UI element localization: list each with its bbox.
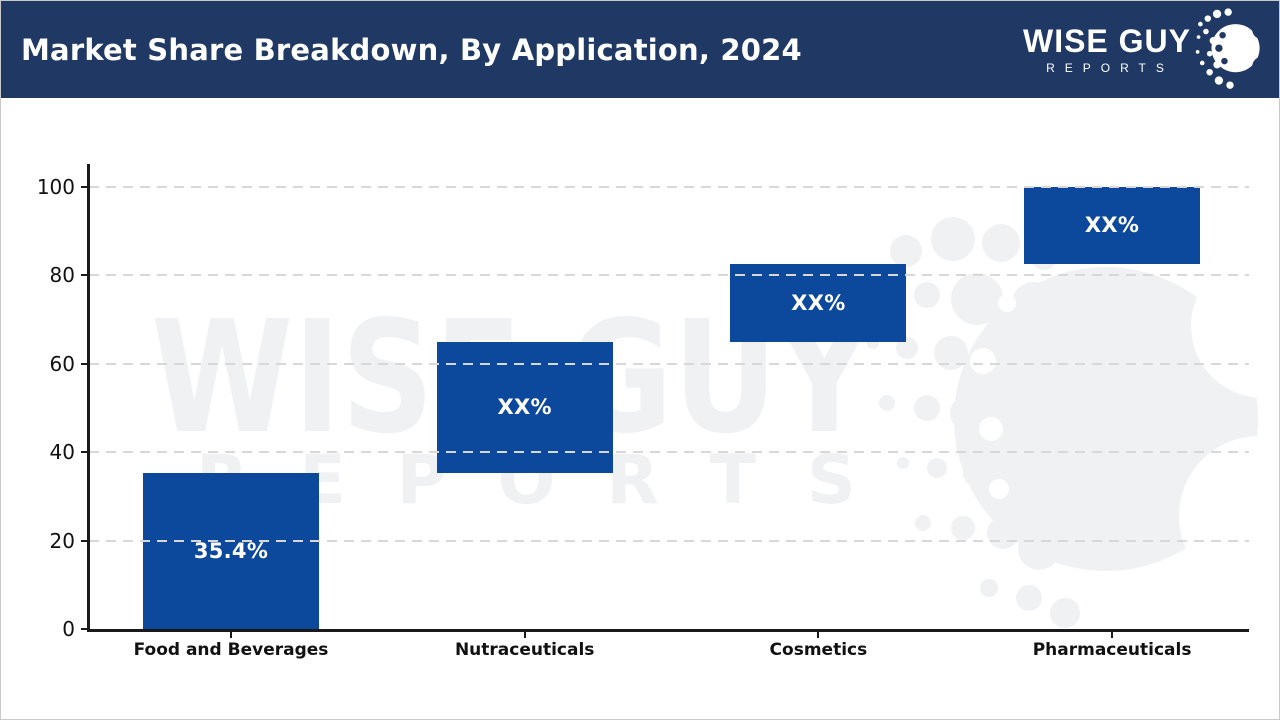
x-axis-line — [87, 629, 1249, 632]
logo-wordmark: WISE GUY — [1022, 22, 1191, 59]
y-tick-label: 60 — [49, 351, 75, 376]
bar-pharmaceuticals: XX% — [1024, 187, 1201, 264]
y-tick-label: 20 — [49, 528, 75, 553]
y-tick-mark — [81, 451, 89, 454]
x-category-label: Pharmaceuticals — [1032, 640, 1192, 660]
y-tick-mark — [81, 539, 89, 542]
x-category-label: Cosmetics — [769, 640, 868, 660]
gridline-y-60 — [89, 362, 1249, 365]
logo-subtitle: REPORTS — [1046, 60, 1174, 75]
bar-value-label: XX% — [1084, 213, 1140, 238]
bar-food-and-beverages: 35.4% — [143, 472, 319, 629]
gridline-y-80 — [89, 274, 1249, 277]
y-tick-mark — [81, 186, 89, 188]
y-tick-mark — [81, 274, 89, 277]
y-tick-label: 80 — [49, 263, 75, 288]
y-tick-mark — [81, 628, 89, 630]
bar-cosmetics: XX% — [730, 263, 907, 342]
gridline-y-100 — [89, 186, 1249, 188]
gridline-y-40 — [89, 451, 1249, 454]
x-category-label: Food and Beverages — [133, 640, 329, 660]
logo-face-icon — [1195, 7, 1267, 94]
y-axis-line — [87, 164, 90, 631]
y-tick-label: 0 — [62, 617, 75, 641]
x-tick-mark — [230, 630, 232, 638]
bar-value-label: XX% — [791, 290, 846, 315]
y-tick-mark — [81, 362, 89, 365]
x-category-label: Nutraceuticals — [454, 640, 595, 660]
header-bar: Market Share Breakdown, By Application, … — [1, 1, 1279, 98]
wise-guy-logo: WISE GUY REPORTS — [1023, 6, 1267, 94]
x-tick-mark — [817, 630, 820, 638]
bar-value-label: XX% — [497, 395, 552, 420]
x-tick-mark — [523, 630, 526, 638]
x-tick-mark — [1111, 630, 1114, 638]
y-tick-label: 100 — [36, 175, 75, 199]
logo-text: WISE GUY REPORTS — [1023, 25, 1191, 75]
gridline-y-20 — [89, 539, 1249, 542]
y-tick-label: 40 — [49, 440, 75, 465]
bar-value-label: 35.4% — [193, 538, 269, 563]
page-title: Market Share Breakdown, By Application, … — [21, 32, 802, 67]
